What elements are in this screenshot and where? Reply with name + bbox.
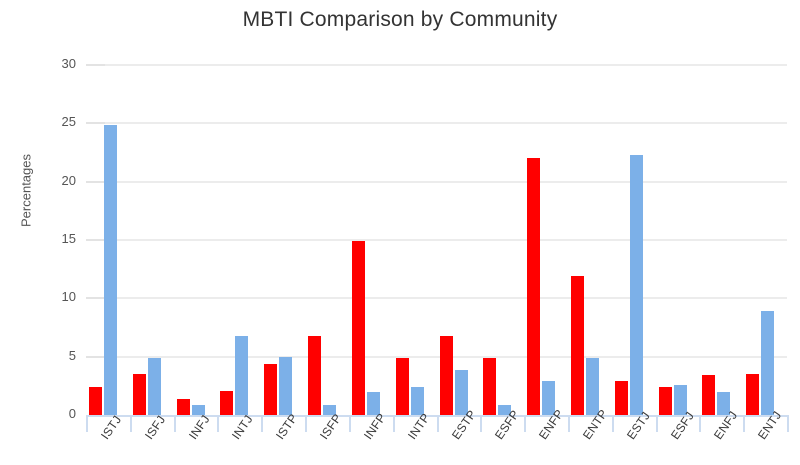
bar-group[interactable] <box>699 65 743 415</box>
bar-esfp-red[interactable] <box>483 357 497 415</box>
x-axis-tick-mark-end <box>787 415 789 432</box>
y-axis-tick-label: 0 <box>68 406 76 421</box>
bar-esfj-red[interactable] <box>658 387 672 415</box>
y-axis-tick-label: 5 <box>68 347 76 363</box>
x-axis-tick-mark <box>348 415 351 432</box>
x-axis-tick-mark <box>524 415 527 432</box>
bar-group[interactable] <box>174 65 218 415</box>
y-axis-tick-label: 20 <box>61 172 76 188</box>
bar-intp-red[interactable] <box>395 357 409 415</box>
gridline <box>86 355 787 358</box>
x-axis-tick-mark <box>655 415 658 432</box>
bar-entj-red[interactable] <box>746 374 760 415</box>
bar-group[interactable] <box>437 65 481 415</box>
y-axis-tick-label: 30 <box>61 56 76 71</box>
bars-layer <box>86 65 787 415</box>
bar-isfj-red[interactable] <box>132 374 146 415</box>
bar-entj-blue[interactable] <box>761 311 775 415</box>
bar-enfj-blue[interactable] <box>717 391 731 415</box>
x-axis-tick-mark <box>305 415 308 432</box>
x-axis-tick-mark <box>743 415 746 432</box>
bar-group[interactable] <box>524 65 568 415</box>
bar-intp-blue[interactable] <box>410 387 424 415</box>
gridline <box>86 297 787 300</box>
bar-enfp-red[interactable] <box>527 158 541 415</box>
bar-group[interactable] <box>743 65 787 415</box>
y-axis-label: Percentages <box>18 154 34 227</box>
x-axis-tick-mark <box>480 415 483 432</box>
bar-esfp-blue[interactable] <box>498 404 512 415</box>
bar-estj-blue[interactable] <box>629 154 643 415</box>
chart-title: MBTI Comparison by Community <box>242 8 558 31</box>
bar-infp-blue[interactable] <box>366 391 380 415</box>
bar-entp-blue[interactable] <box>585 357 599 415</box>
bar-group[interactable] <box>480 65 524 415</box>
x-axis-tick-label-istj: ISTJ <box>98 412 125 443</box>
gridline <box>86 180 787 183</box>
bar-group[interactable] <box>217 65 261 415</box>
bar-estp-red[interactable] <box>439 335 453 415</box>
bar-group[interactable] <box>261 65 305 415</box>
bar-istj-red[interactable] <box>89 387 102 415</box>
x-axis-tick-mark <box>261 415 264 432</box>
bar-istp-red[interactable] <box>264 363 278 415</box>
x-axis-tick-mark <box>699 415 702 432</box>
bar-group[interactable] <box>393 65 437 415</box>
bar-intj-blue[interactable] <box>235 335 249 415</box>
bar-group[interactable] <box>568 65 612 415</box>
x-axis-tick-mark <box>129 415 132 432</box>
bar-group[interactable] <box>349 65 393 415</box>
gridline <box>86 122 787 125</box>
y-axis-tick-mark <box>86 355 105 358</box>
bar-infj-red[interactable] <box>176 398 190 415</box>
bar-intj-red[interactable] <box>220 390 234 415</box>
bar-group[interactable] <box>86 65 130 415</box>
bar-istp-blue[interactable] <box>279 356 293 415</box>
x-axis-tick-mark <box>611 415 614 432</box>
gridline <box>86 64 787 66</box>
bar-istj-blue[interactable] <box>104 124 117 415</box>
bar-enfj-red[interactable] <box>702 375 716 415</box>
y-axis-tick-label: 25 <box>61 114 76 130</box>
bar-estj-red[interactable] <box>614 381 628 415</box>
bar-isfj-blue[interactable] <box>147 357 161 415</box>
bar-group[interactable] <box>612 65 656 415</box>
bar-esfj-blue[interactable] <box>673 384 687 415</box>
gridline <box>86 239 787 241</box>
bar-enfp-blue[interactable] <box>542 381 556 415</box>
y-axis-tick-mark <box>86 297 105 300</box>
y-axis-tick-mark <box>86 239 105 241</box>
y-axis-tick-mark <box>86 180 105 183</box>
x-axis-tick-mark <box>173 415 176 432</box>
x-axis-tick-mark <box>436 415 439 432</box>
bar-entp-red[interactable] <box>570 276 584 415</box>
x-axis-tick-mark <box>567 415 570 432</box>
bar-infp-red[interactable] <box>351 241 365 415</box>
bar-group[interactable] <box>305 65 349 415</box>
x-axis-tick-mark <box>217 415 220 432</box>
plot-area <box>86 64 787 415</box>
bar-infj-blue[interactable] <box>191 404 205 415</box>
bar-isfp-blue[interactable] <box>323 404 337 415</box>
x-axis-tick-mark <box>392 415 395 432</box>
bar-estp-blue[interactable] <box>454 369 468 415</box>
y-axis-tick-label: 10 <box>61 289 76 305</box>
x-axis-tick-mark <box>86 415 88 432</box>
bar-isfp-red[interactable] <box>308 335 322 415</box>
y-axis-tick-mark <box>86 64 105 66</box>
x-axis-tick-label-isfj: ISFJ <box>141 412 169 443</box>
y-axis-tick-label: 15 <box>61 231 76 246</box>
bar-group[interactable] <box>656 65 700 415</box>
y-axis-tick-mark <box>86 122 105 125</box>
bar-group[interactable] <box>130 65 174 415</box>
